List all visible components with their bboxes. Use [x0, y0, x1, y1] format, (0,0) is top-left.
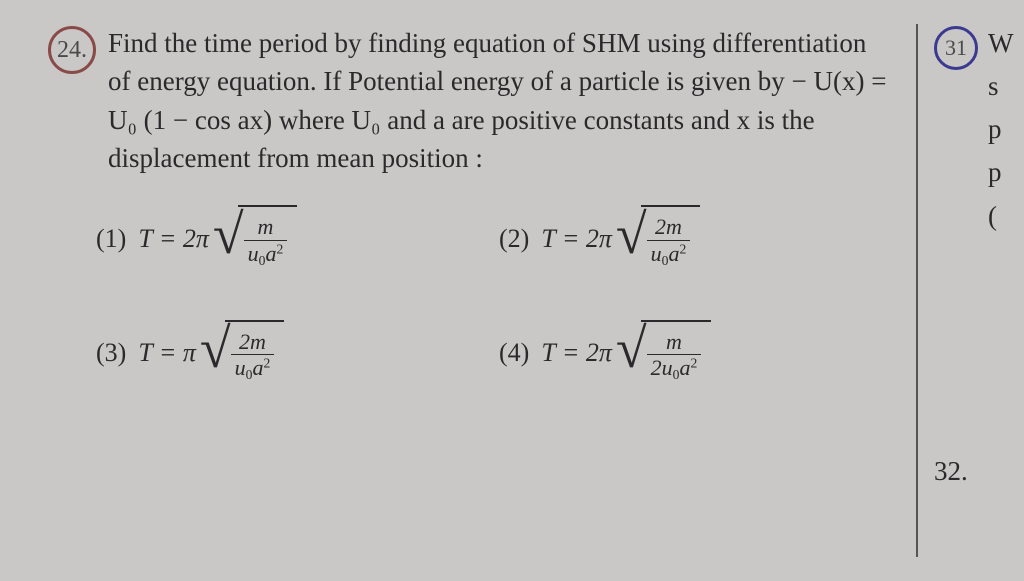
side-question-number: 31	[945, 35, 967, 61]
fraction: m 2u0a2	[647, 329, 702, 383]
radicand: m u0a2	[238, 205, 298, 272]
question-header: 24. Find the time period by finding equa…	[48, 24, 892, 177]
denominator: u0a2	[244, 240, 288, 268]
formula-lead: T = π	[138, 338, 196, 368]
option-label: (4)	[499, 338, 529, 368]
cropped-text-fragments: W s p p (	[988, 24, 1013, 236]
formula-lead: T = 2π	[138, 224, 209, 254]
radicand: m 2u0a2	[641, 320, 712, 387]
radicand: 2m u0a2	[225, 320, 285, 387]
right-column: 31 W s p p ( 32.	[918, 24, 1008, 557]
formula-lead: T = 2π	[541, 224, 612, 254]
option-2: (2) T = 2π √ 2m u0a2	[499, 205, 892, 272]
option-formula: T = 2π √ 2m u0a2	[541, 205, 700, 272]
numerator: 2m	[235, 329, 270, 354]
fraction: 2m u0a2	[231, 329, 275, 383]
sqrt: √ 2m u0a2	[616, 205, 700, 272]
option-4: (4) T = 2π √ m 2u0a2	[499, 320, 892, 387]
option-label: (2)	[499, 224, 529, 254]
radicand: 2m u0a2	[641, 205, 701, 272]
numerator: m	[662, 329, 686, 354]
side-top: 31 W s p p (	[934, 24, 1008, 236]
page-root: 24. Find the time period by finding equa…	[0, 0, 1024, 581]
options-grid: (1) T = 2π √ m u0a2 (2)	[48, 205, 892, 387]
formula-lead: T = 2π	[541, 338, 612, 368]
numerator: 2m	[651, 214, 686, 239]
question-number-circle: 24.	[48, 26, 96, 74]
question-text: Find the time period by finding equation…	[108, 24, 892, 177]
option-1: (1) T = 2π √ m u0a2	[96, 205, 489, 272]
option-3: (3) T = π √ 2m u0a2	[96, 320, 489, 387]
denominator: 2u0a2	[647, 354, 702, 382]
option-label: (3)	[96, 338, 126, 368]
option-label: (1)	[96, 224, 126, 254]
denominator: u0a2	[231, 354, 275, 382]
side-question-circle: 31	[934, 26, 978, 70]
numerator: m	[253, 214, 277, 239]
question-number: 24.	[57, 37, 87, 64]
next-question-number: 32.	[934, 456, 1008, 487]
sqrt: √ m 2u0a2	[616, 320, 711, 387]
option-formula: T = 2π √ m u0a2	[138, 205, 297, 272]
option-formula: T = 2π √ m 2u0a2	[541, 320, 711, 387]
denominator: u0a2	[647, 240, 691, 268]
fraction: 2m u0a2	[647, 214, 691, 268]
main-column: 24. Find the time period by finding equa…	[48, 24, 918, 557]
option-formula: T = π √ 2m u0a2	[138, 320, 284, 387]
sqrt: √ m u0a2	[213, 205, 297, 272]
sqrt: √ 2m u0a2	[200, 320, 284, 387]
fraction: m u0a2	[244, 214, 288, 268]
